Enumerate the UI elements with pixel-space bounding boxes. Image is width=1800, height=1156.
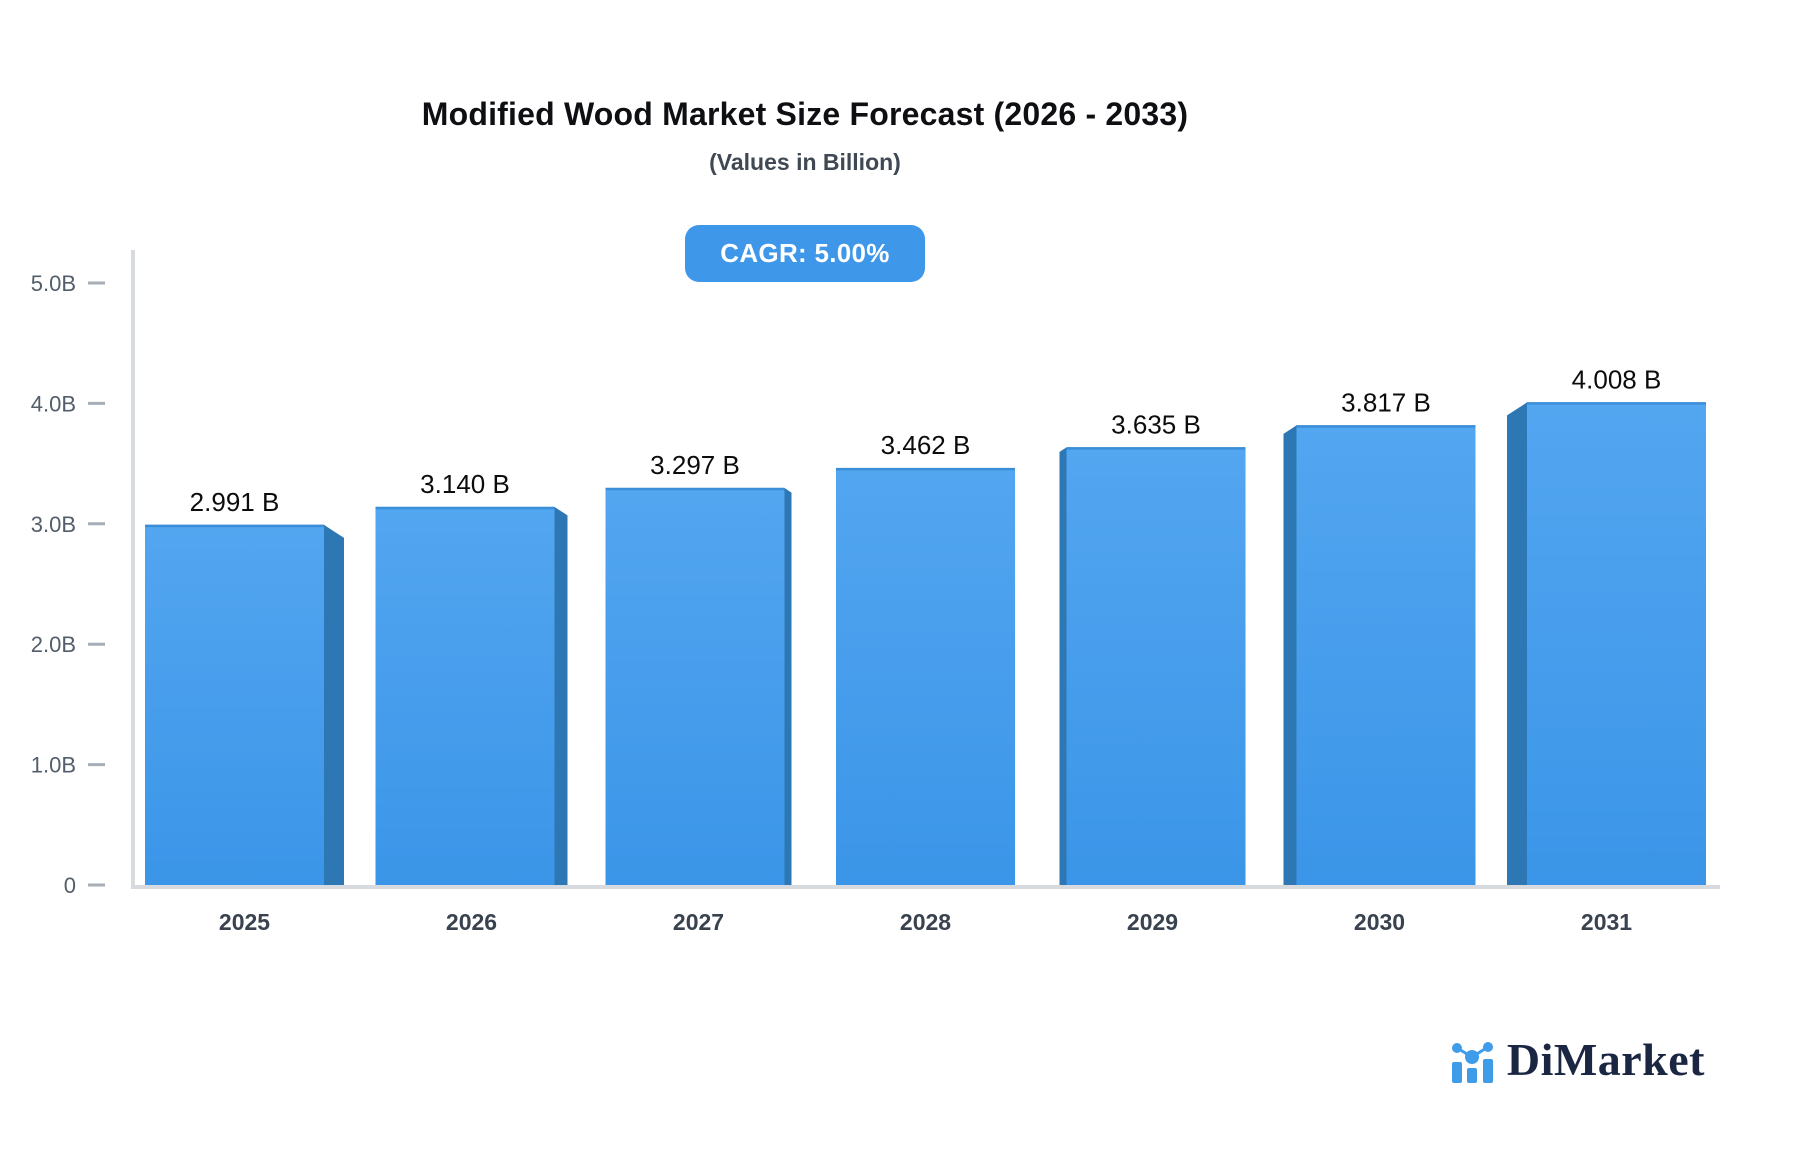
x-tick-label: 2030 [1354,909,1405,935]
y-tick-label: 3.0B [31,512,76,537]
bar-value-label: 3.817 B [1341,387,1431,417]
y-tick-label: 0 [64,873,76,898]
x-tick-label: 2031 [1581,909,1632,935]
x-tick-label: 2026 [446,909,497,935]
x-tick-label: 2029 [1127,909,1178,935]
bar-2030: 3.817 B 2030 [1283,387,1476,935]
logo-text: DiMarket [1506,1034,1705,1085]
chart-title: Modified Wood Market Size Forecast (2026… [421,96,1189,132]
bar-2026: 3.140 B 2026 [375,469,568,935]
y-tick-label: 4.0B [31,391,76,416]
dimarket-logo: DiMarket [1451,1035,1705,1083]
bar-value-label: 3.140 B [420,469,510,499]
bar-value-label: 3.635 B [1111,409,1201,439]
bar-2028: 3.462 B 2028 [836,430,1015,935]
bar-value-label: 3.297 B [650,450,740,480]
bar-2025: 2.991 B 2025 [145,487,344,935]
x-axis-line [131,885,1720,889]
x-tick-label: 2025 [219,909,270,935]
cagr-badge: CAGR: 5.00% [685,225,925,282]
y-axis-line [131,250,135,885]
bar-2027: 3.297 B 2027 [605,450,792,935]
cagr-badge-label: CAGR: 5.00% [720,238,890,268]
bar-2031: 4.008 B 2031 [1507,364,1706,935]
bar-value-label: 2.991 B [190,487,280,517]
dimarket-logo-icon [1451,1042,1493,1083]
y-tick-label: 5.0B [31,271,76,296]
bar-value-label: 3.462 B [881,430,971,460]
bar-2029: 3.635 B 2029 [1059,409,1246,935]
bar-value-label: 4.008 B [1572,364,1662,394]
y-tick-label: 1.0B [31,753,76,778]
y-tick-label: 2.0B [31,632,76,657]
chart-subtitle: (Values in Billion) [709,149,901,175]
x-tick-label: 2027 [673,909,724,935]
x-tick-label: 2028 [900,909,951,935]
